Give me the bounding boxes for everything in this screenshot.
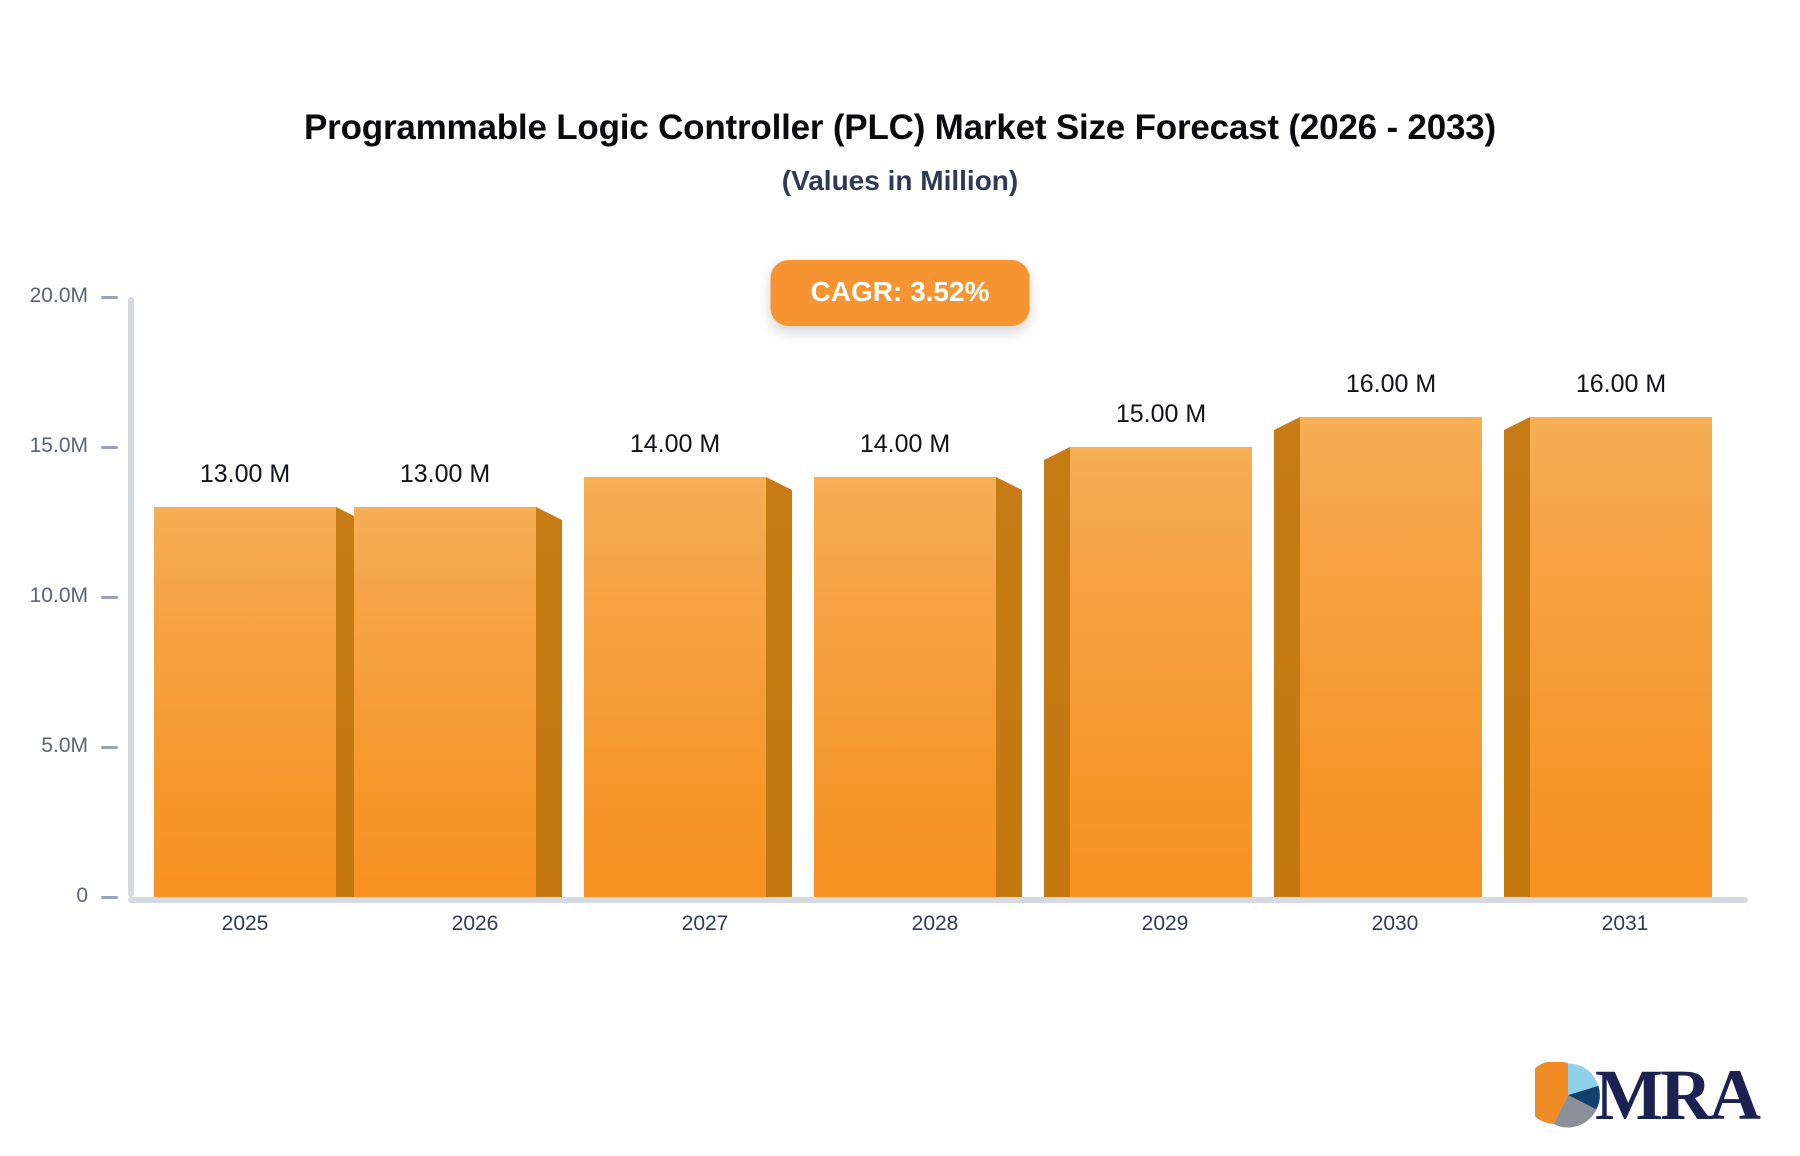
y-tick-mark-icon	[101, 595, 118, 599]
bar-2029[interactable]	[1044, 447, 1278, 897]
bar-value-label: 13.00 M	[399, 460, 491, 488]
y-tick-label: 5.0M	[41, 734, 88, 757]
y-tick-label: 15.0M	[29, 434, 88, 457]
y-axis-labels: 20.0M 15.0M 10.0M 5.0M 0	[0, 284, 128, 907]
bar-value-label: 16.00 M	[1575, 370, 1667, 398]
bar-side-face	[536, 507, 562, 897]
x-tick-label-2027: 2027	[681, 912, 729, 935]
x-tick-label-2031: 2031	[1601, 912, 1649, 935]
brand-logo: MRA	[1535, 1054, 1761, 1135]
x-tick-label-2030: 2030	[1371, 912, 1419, 935]
bar-side-face	[996, 477, 1022, 897]
pie-chart-icon	[1535, 1062, 1600, 1128]
y-tick-mark-icon	[101, 295, 118, 299]
bar-side-face	[766, 477, 792, 897]
bar-2028[interactable]	[814, 477, 1022, 897]
x-axis-labels: 2025 2026 2027 2028 2029 2030 2031	[128, 912, 1748, 952]
bar-group-2026[interactable]: 13.00 M	[354, 297, 562, 897]
bar-front-face	[154, 507, 336, 897]
plot-area	[128, 297, 1748, 903]
bar-group-2030[interactable]: 16.00 M	[1274, 297, 1508, 897]
bar-side-face	[1044, 447, 1070, 897]
bar-group-2027[interactable]: 14.00 M	[584, 297, 792, 897]
y-axis-line	[128, 297, 134, 897]
bar-2030[interactable]	[1274, 417, 1508, 897]
bar-front-face	[584, 477, 766, 897]
x-tick-label-2028: 2028	[911, 912, 959, 935]
bar-2026[interactable]	[354, 507, 562, 897]
bar-group-2025[interactable]: 13.00 M	[154, 297, 362, 897]
bar-2027[interactable]	[584, 477, 792, 897]
bar-front-face	[1300, 417, 1482, 897]
bar-series: 13.00 M 13.00 M 14.00 M 14.00 M	[128, 297, 1748, 897]
y-tick-label: 0	[76, 884, 88, 907]
bar-group-2031[interactable]: 16.00 M	[1504, 297, 1738, 897]
bar-front-face	[814, 477, 996, 897]
x-tick-label-2025: 2025	[221, 912, 269, 935]
bar-group-2029[interactable]: 15.00 M	[1044, 297, 1278, 897]
y-tick-mark-icon	[101, 445, 118, 449]
x-tick-label-2026: 2026	[451, 912, 499, 935]
page-title: Programmable Logic Controller (PLC) Mark…	[304, 108, 1496, 147]
y-tick-label: 10.0M	[29, 584, 88, 607]
bar-value-label: 14.00 M	[629, 430, 721, 458]
x-axis-line	[128, 897, 1748, 903]
chart-header: Programmable Logic Controller (PLC) Mark…	[0, 108, 1800, 197]
bar-value-label: 13.00 M	[199, 460, 291, 488]
bar-2031[interactable]	[1504, 417, 1738, 897]
chart-subtitle: (Values in Million)	[781, 165, 1019, 197]
bar-side-face	[1274, 417, 1300, 897]
y-tick-mark-icon	[101, 745, 118, 749]
cagr-badge: CAGR: 3.52%	[770, 260, 1030, 326]
bar-value-label: 15.00 M	[1115, 400, 1207, 428]
bar-value-label: 16.00 M	[1345, 370, 1437, 398]
logo-wordmark: MRA	[1595, 1054, 1761, 1135]
bar-2025[interactable]	[154, 507, 362, 897]
bar-value-label: 14.00 M	[859, 430, 951, 458]
x-tick-label-2029: 2029	[1141, 912, 1189, 935]
y-tick-mark-icon	[101, 895, 118, 899]
bar-side-face	[1504, 417, 1530, 897]
bar-front-face	[1530, 417, 1712, 897]
bar-front-face	[1070, 447, 1252, 897]
bar-front-face	[354, 507, 536, 897]
bar-group-2028[interactable]: 14.00 M	[814, 297, 1022, 897]
y-tick-label: 20.0M	[29, 284, 88, 307]
